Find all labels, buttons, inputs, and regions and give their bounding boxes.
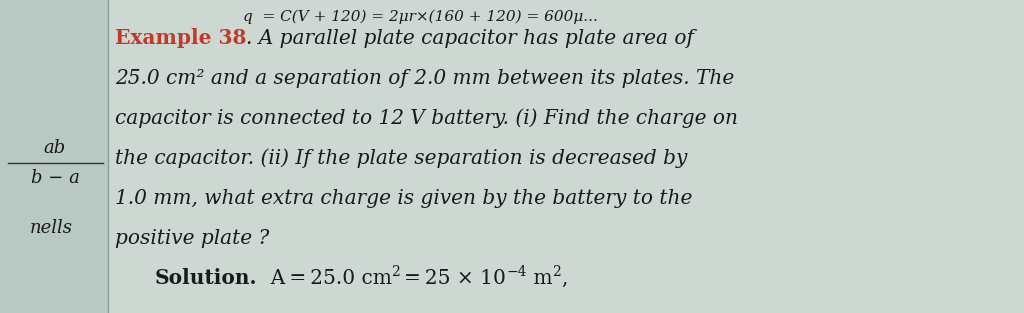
Text: positive plate ?: positive plate ?	[115, 228, 269, 248]
Text: 2: 2	[552, 265, 561, 279]
Text: A = 25.0 cm: A = 25.0 cm	[257, 269, 391, 288]
Text: nells: nells	[30, 219, 73, 237]
Text: the capacitor. (ii) If the plate separation is decreased by: the capacitor. (ii) If the plate separat…	[115, 148, 687, 168]
Text: 1.0 mm, what extra charge is given by the battery to the: 1.0 mm, what extra charge is given by th…	[115, 188, 692, 208]
Text: b − a: b − a	[31, 169, 80, 187]
Text: m: m	[526, 269, 552, 288]
Text: Solution.: Solution.	[155, 268, 257, 288]
Bar	[0, 0, 108, 313]
Text: 25.0 cm² and a separation of 2.0 mm between its plates. The: 25.0 cm² and a separation of 2.0 mm betw…	[115, 69, 734, 88]
Text: ,: ,	[561, 269, 567, 288]
Text: ab: ab	[44, 139, 67, 157]
Text: −4: −4	[506, 265, 526, 279]
Text: 2: 2	[391, 265, 400, 279]
Text: . A parallel plate capacitor has plate area of: . A parallel plate capacitor has plate a…	[247, 28, 694, 48]
Text: Example 38: Example 38	[115, 28, 247, 48]
Text: q  = C(V + 120) = 2μr×(160 + 120) = 600μ...: q = C(V + 120) = 2μr×(160 + 120) = 600μ.…	[243, 10, 597, 24]
Text: = 25 × 10: = 25 × 10	[400, 269, 506, 288]
Text: capacitor is connected to 12 V battery. (i) Find the charge on: capacitor is connected to 12 V battery. …	[115, 108, 738, 128]
